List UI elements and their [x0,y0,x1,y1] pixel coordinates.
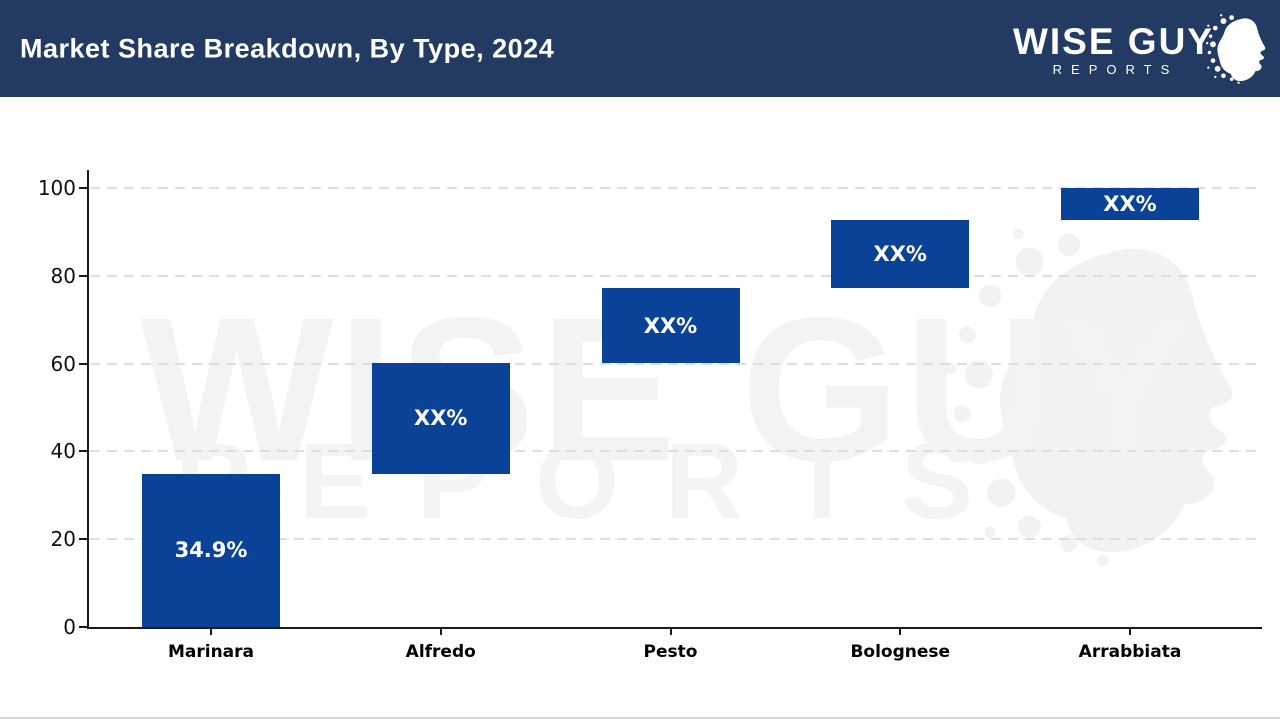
y-tick-20 [79,538,88,541]
bar-arrabbiata: XX% [1061,188,1199,220]
dot-face-profile-icon [1206,14,1266,84]
bar-value-label: XX% [1103,191,1157,216]
x-tick-arrabbiata [1129,629,1131,635]
x-tick-bolognese [899,629,902,635]
y-tick-0 [79,626,88,628]
logo-text: WISE GUY REPORTS [1013,23,1214,76]
y-tick-label: 0 [63,615,76,639]
y-tick-label: 20 [50,527,76,552]
x-category-label: Marinara [167,642,255,662]
x-tick-pesto [669,629,672,635]
watermark-subtitle: REPORTS [175,420,1020,541]
wise-guy-reports-logo: WISE GUY REPORTS [1013,8,1270,90]
y-tick-label: 100 [37,176,76,200]
x-axis-line [88,627,1262,629]
header-bar: Market Share Breakdown, By Type, 2024 WI… [0,0,1280,97]
x-category-label: Pesto [643,642,698,662]
bar-value-label: XX% [414,406,468,431]
bar-bolognese: XX% [831,219,970,289]
x-category-label: Arrabbiata [1078,642,1182,662]
logo-subtitle: REPORTS [1052,61,1179,77]
y-tick-40 [79,450,88,453]
y-tick-80 [79,274,88,277]
y-tick-100 [79,187,88,189]
y-tick-label: 40 [50,439,76,464]
bar-marinara: 34.9% [142,473,280,627]
bar-value-label: XX% [643,313,698,338]
y-tick-60 [79,362,88,365]
bar-value-label: 34.9% [174,538,248,563]
y-tick-label: 80 [50,263,76,288]
bar-pesto: XX% [601,288,740,364]
watermark-face-icon [945,227,1233,567]
page-title: Market Share Breakdown, By Type, 2024 [20,33,555,63]
chart-area: WISE GUY REPORTS 0 20 40 60 80 100 34.9% XX% XX%… [0,97,1280,717]
gridline-80 [90,274,1258,277]
bar-alfredo: XX% [371,363,510,474]
bar-value-label: XX% [873,241,927,266]
y-tick-label: 60 [50,351,76,376]
y-axis-line [87,170,89,629]
gridline-100 [90,187,1258,189]
bottom-divider [0,717,1280,719]
gridline-40 [90,450,1258,453]
x-category-label: Bolognese [850,642,951,662]
x-tick-alfredo [439,629,442,635]
logo-wordmark: WISE GUY [1012,20,1214,62]
gridline-20 [90,538,1258,541]
x-category-label: Alfredo [405,642,476,662]
x-tick-marinara [210,629,212,635]
gridline-60 [90,362,1258,365]
